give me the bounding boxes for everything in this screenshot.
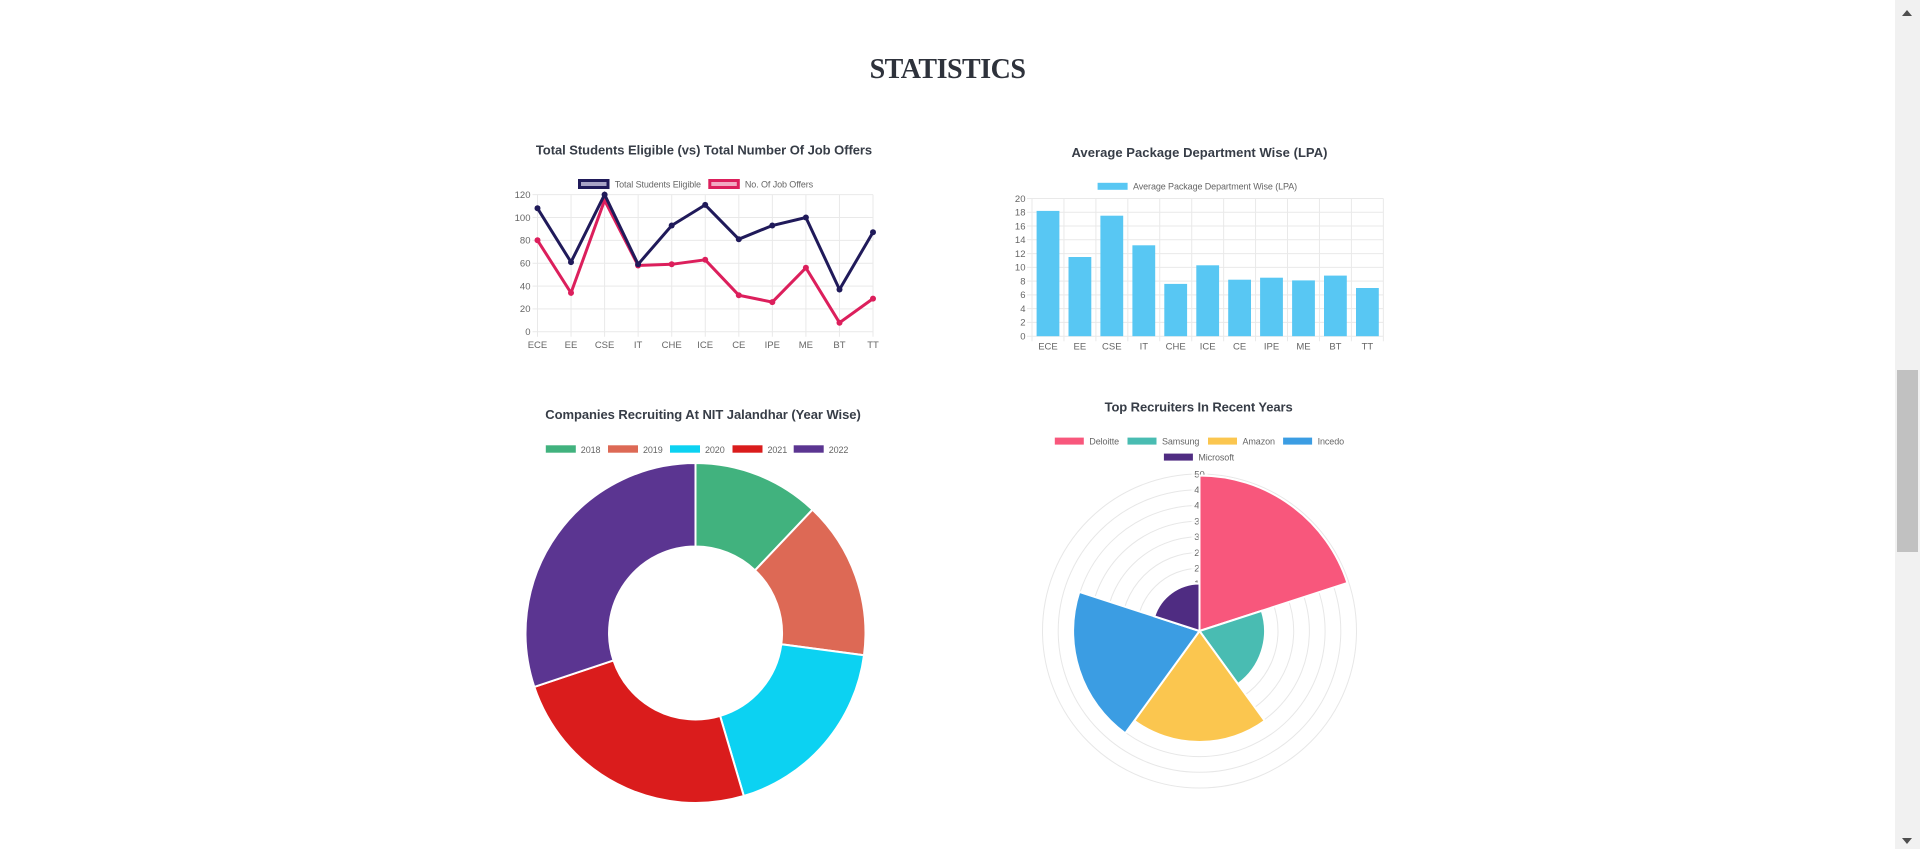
svg-text:Average Package Department Wis: Average Package Department Wise (LPA)	[1071, 145, 1327, 160]
svg-text:ECE: ECE	[1038, 341, 1058, 352]
svg-text:ECE: ECE	[528, 340, 548, 351]
svg-text:60: 60	[520, 259, 531, 270]
svg-text:CSE: CSE	[1102, 341, 1122, 352]
svg-text:2018: 2018	[581, 445, 601, 455]
svg-text:BT: BT	[833, 340, 845, 351]
svg-text:2021: 2021	[768, 445, 788, 455]
svg-text:ME: ME	[799, 340, 813, 351]
svg-text:0: 0	[525, 327, 530, 338]
svg-text:120: 120	[515, 190, 531, 201]
svg-text:ICE: ICE	[1200, 341, 1216, 352]
svg-text:18: 18	[1015, 208, 1026, 219]
svg-text:CSE: CSE	[595, 340, 615, 351]
svg-text:TT: TT	[1362, 341, 1374, 352]
svg-text:TT: TT	[867, 340, 879, 351]
svg-text:Incedo: Incedo	[1318, 437, 1345, 447]
svg-text:IPE: IPE	[765, 340, 780, 351]
svg-text:IT: IT	[634, 340, 643, 351]
svg-text:BT: BT	[1329, 341, 1341, 352]
svg-text:16: 16	[1015, 221, 1026, 232]
svg-text:Total Students Eligible: Total Students Eligible	[615, 180, 701, 190]
svg-text:Amazon: Amazon	[1243, 437, 1276, 447]
svg-text:10: 10	[1015, 263, 1026, 274]
svg-text:Average Package Department Wis: Average Package Department Wise (LPA)	[1133, 182, 1297, 192]
svg-text:20: 20	[520, 304, 531, 315]
svg-text:Deloitte: Deloitte	[1089, 437, 1119, 447]
svg-text:EE: EE	[1074, 341, 1087, 352]
svg-text:IT: IT	[1140, 341, 1149, 352]
svg-text:12: 12	[1015, 249, 1026, 260]
svg-text:0: 0	[1020, 332, 1025, 343]
svg-text:40: 40	[520, 281, 531, 292]
svg-text:6: 6	[1020, 290, 1025, 301]
svg-text:2: 2	[1020, 318, 1025, 329]
svg-text:8: 8	[1020, 276, 1025, 287]
svg-text:Samsung: Samsung	[1162, 437, 1199, 447]
svg-text:Top Recruiters In Recent Years: Top Recruiters In Recent Years	[1105, 400, 1293, 415]
svg-text:20: 20	[1015, 194, 1026, 205]
svg-text:CHE: CHE	[1166, 341, 1186, 352]
svg-text:2020: 2020	[705, 445, 725, 455]
svg-text:2019: 2019	[643, 445, 663, 455]
svg-text:EE: EE	[565, 340, 578, 351]
svg-text:CE: CE	[732, 340, 745, 351]
svg-text:2022: 2022	[829, 445, 849, 455]
svg-text:IPE: IPE	[1264, 341, 1279, 352]
svg-text:4: 4	[1020, 304, 1025, 315]
svg-text:Microsoft: Microsoft	[1198, 453, 1234, 463]
svg-text:14: 14	[1015, 235, 1026, 246]
svg-text:No. Of Job Offers: No. Of Job Offers	[745, 180, 814, 190]
svg-text:ICE: ICE	[697, 340, 713, 351]
svg-text:Companies Recruiting At NIT Ja: Companies Recruiting At NIT Jalandhar (Y…	[545, 407, 861, 422]
svg-text:100: 100	[515, 213, 531, 224]
svg-text:Total Students Eligible (vs) T: Total Students Eligible (vs) Total Numbe…	[536, 143, 872, 158]
svg-text:ME: ME	[1296, 341, 1310, 352]
svg-text:CE: CE	[1233, 341, 1246, 352]
svg-text:80: 80	[520, 236, 531, 247]
svg-text:CHE: CHE	[662, 340, 682, 351]
